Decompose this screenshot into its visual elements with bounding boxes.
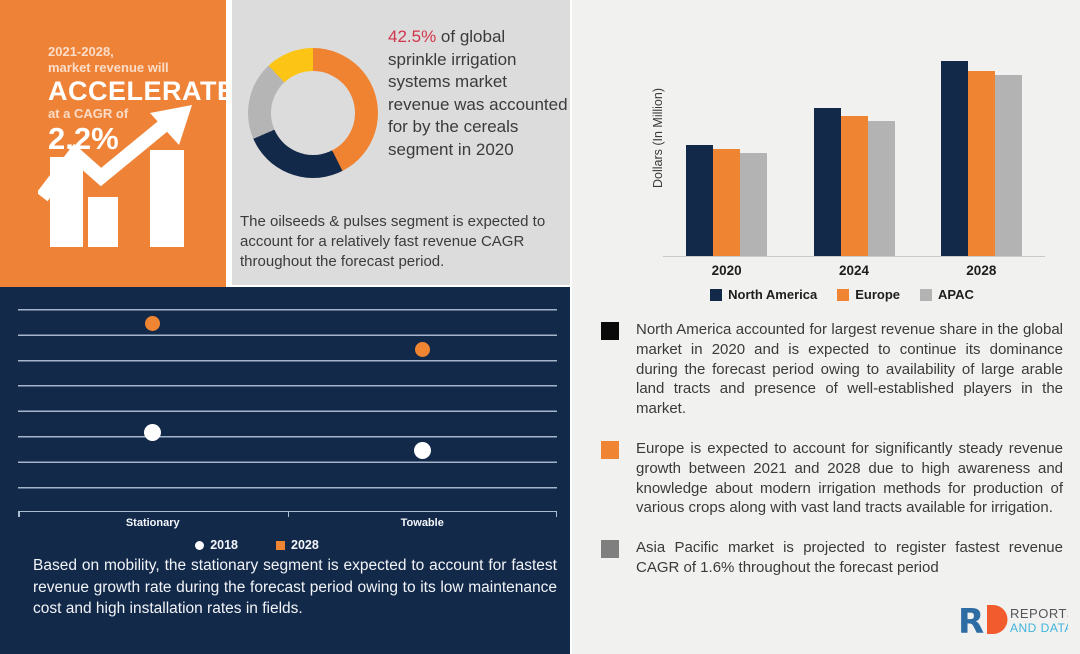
category-label-2020: 2020 <box>711 263 742 278</box>
dot-2028-towable <box>414 341 430 357</box>
donut-chart <box>248 48 378 178</box>
accelerate-headline: ACCELERATE <box>48 76 236 106</box>
cereals-stat-paragraph: 42.5% of global sprinkle irrigation syst… <box>388 26 568 161</box>
logo-text-and-data: AND DATA <box>1010 621 1068 635</box>
legend-north-america-label: North America <box>728 287 818 302</box>
legend-europe-square-icon <box>837 288 850 301</box>
bar-group-2028 <box>940 61 1022 256</box>
bar-europe-2028 <box>967 70 995 256</box>
bar-apac-2028 <box>994 74 1022 256</box>
axis-tick <box>18 512 20 517</box>
bullet-asia-pacific: Asia Pacific market is projected to regi… <box>601 538 1063 578</box>
category-label-2028: 2028 <box>966 263 997 278</box>
reports-and-data-logo: R REPORTS AND DATA <box>960 602 1068 638</box>
dot-plot-x-axis <box>18 511 557 517</box>
svg-text:R: R <box>960 602 984 638</box>
dot-2018-stationary <box>144 423 162 441</box>
cereals-stat-text: of global sprinkle irrigation systems ma… <box>388 27 568 159</box>
bar-apac-2024 <box>867 121 895 256</box>
bar-europe-2024 <box>840 115 868 256</box>
bar-north-america-2028 <box>940 61 968 256</box>
category-label-stationary: Stationary <box>125 517 180 529</box>
bar-chart-category-labels: 2020 2024 2028 <box>663 263 1045 278</box>
dot-2028-stationary <box>145 315 161 331</box>
accelerate-prefix: market revenue will <box>48 60 169 75</box>
legend-europe-label: Europe <box>855 287 901 302</box>
orange-square-bullet-icon <box>601 440 619 459</box>
mobility-note: Based on mobility, the stationary segmen… <box>33 557 557 617</box>
logo-text-reports: REPORTS <box>1010 606 1068 621</box>
legend-2028-label: 2028 <box>291 538 319 552</box>
legend-item-north-america: North America <box>710 287 817 302</box>
bullet-north-america: North America accounted for largest reve… <box>601 320 1063 419</box>
category-label-2024: 2024 <box>838 263 870 278</box>
dot-plot-legend: 2018 2028 <box>0 538 542 552</box>
bullet-asia-pacific-text: Asia Pacific market is projected to regi… <box>636 539 1063 576</box>
regional-panel: Dollars (In Million) 2020 2024 2028 Nort… <box>572 0 1080 654</box>
bar-chart-legend: North America Europe APAC <box>588 287 1080 302</box>
legend-north-america-square-icon <box>710 288 723 301</box>
axis-tick <box>555 512 557 517</box>
accelerate-suffix: at a CAGR of <box>48 106 129 121</box>
bar-group-2024 <box>813 107 895 256</box>
legend-item-europe: Europe <box>837 287 900 302</box>
cereals-card: 42.5% of global sprinkle irrigation syst… <box>232 0 570 285</box>
bar-north-america-2020 <box>686 144 714 256</box>
bar-europe-2020 <box>713 148 741 256</box>
accelerate-text-block: 2021-2028, market revenue will ACCELERAT… <box>48 44 236 155</box>
bar-north-america-2024 <box>813 107 841 256</box>
black-square-bullet-icon <box>601 322 619 340</box>
dot-2018-towable <box>413 441 431 459</box>
legend-apac-label: APAC <box>938 287 974 302</box>
legend-2018-label: 2018 <box>210 538 238 552</box>
category-label-towable: Towable <box>400 517 444 529</box>
legend-item-2028: 2028 <box>276 538 319 552</box>
legend-apac-square-icon <box>920 288 933 301</box>
dot-plot-gridlines <box>18 309 557 489</box>
gray-square-bullet-icon <box>601 540 619 559</box>
bullet-north-america-text: North America accounted for largest reve… <box>636 321 1063 418</box>
dot-plot-category-labels: Stationary Towable <box>18 517 557 529</box>
bullet-europe: Europe is expected to account for signif… <box>601 439 1063 518</box>
axis-tick <box>287 512 289 517</box>
mobility-dot-plot: Stationary Towable 2018 2028 <box>0 287 570 552</box>
bar-apac-2020 <box>740 152 768 256</box>
oilseeds-note: The oilseeds & pulses segment is expecte… <box>240 213 546 270</box>
growth-chart-arrow-icon <box>38 105 192 247</box>
cereals-stat-value: 42.5% <box>388 27 437 46</box>
legend-item-apac: APAC <box>920 287 974 302</box>
regional-bar-chart <box>663 40 1045 257</box>
legend-item-2018: 2018 <box>195 538 238 552</box>
regional-bullet-list: North America accounted for largest reve… <box>601 320 1063 598</box>
accelerate-cagr-value: 2.2% <box>48 121 119 156</box>
accelerate-card: 2021-2028, market revenue will ACCELERAT… <box>0 0 235 288</box>
legend-2028-square-icon <box>276 540 285 550</box>
accelerate-period: 2021-2028, <box>48 44 114 59</box>
bar-group-2020 <box>686 144 768 256</box>
mobility-card: Stationary Towable 2018 2028 Based on mo… <box>0 287 570 654</box>
donut-hole <box>271 71 355 155</box>
bullet-europe-text: Europe is expected to account for signif… <box>636 439 1063 517</box>
legend-2018-circle-icon <box>195 540 205 550</box>
